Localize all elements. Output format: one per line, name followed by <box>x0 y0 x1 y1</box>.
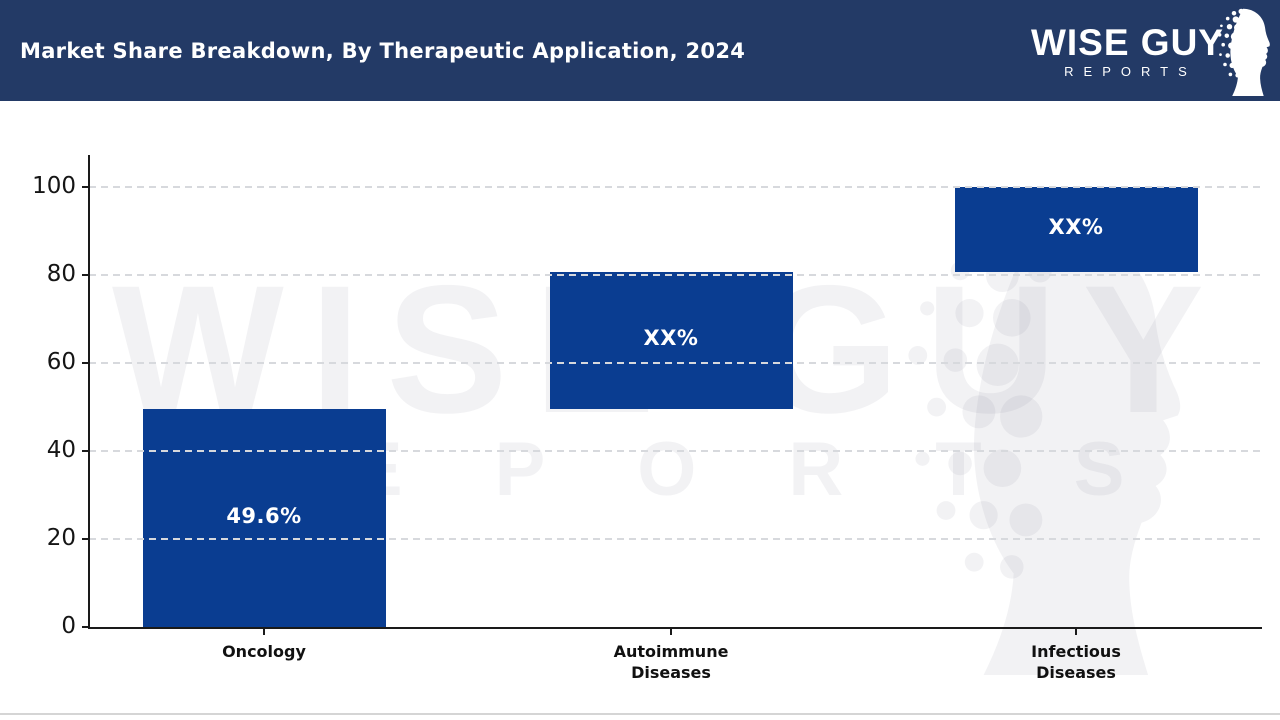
header-bar: Market Share Breakdown, By Therapeutic A… <box>0 0 1280 101</box>
y-tick-label: 40 <box>46 437 76 463</box>
y-tick <box>82 186 88 188</box>
gridline-40 <box>89 450 1262 452</box>
y-tick-label: 100 <box>32 173 76 199</box>
x-tick <box>263 629 265 635</box>
x-axis-line <box>88 627 1262 629</box>
bar-label-autoimmune-diseases: XX% <box>643 326 699 351</box>
logo-subtitle: REPORTS <box>1064 63 1197 79</box>
y-tick-label: 20 <box>46 525 76 551</box>
page-title: Market Share Breakdown, By Therapeutic A… <box>20 38 746 63</box>
bar-oncology <box>142 408 386 627</box>
logo-text: WISE GUY REPORTS <box>1031 24 1224 79</box>
y-tick <box>82 362 88 364</box>
y-tick <box>82 274 88 276</box>
y-tick-label: 80 <box>46 261 76 287</box>
bar-label-oncology: 49.6% <box>226 503 302 528</box>
bar-autoimmune-diseases <box>549 271 793 409</box>
plot-area: 0 20 40 60 80 100 49.6% XX% XX% Oncology Autoimmun… <box>0 101 1280 720</box>
logo: WISE GUY REPORTS <box>1031 5 1272 97</box>
x-category-label: Oncology <box>222 642 306 661</box>
logo-head-icon <box>1217 8 1270 96</box>
y-tick <box>82 538 88 540</box>
x-tick <box>670 629 672 635</box>
gridline-100 <box>89 186 1262 188</box>
gridline-60 <box>89 362 1262 364</box>
bar-label-infectious-diseases: XX% <box>1048 215 1104 240</box>
x-category-label: Infectious Diseases <box>1031 642 1121 682</box>
gridline-80 <box>89 274 1262 276</box>
y-axis-line <box>88 155 90 629</box>
y-tick-label: 60 <box>46 349 76 375</box>
x-category-label: Autoimmune Diseases <box>613 642 729 682</box>
y-tick <box>82 626 88 628</box>
bar-infectious-diseases <box>954 187 1198 272</box>
y-tick <box>82 450 88 452</box>
y-tick-label: 0 <box>61 613 76 639</box>
logo-wordmark: WISE GUY <box>1030 21 1224 63</box>
bottom-divider <box>0 713 1280 715</box>
gridline-20 <box>89 538 1262 540</box>
x-tick <box>1075 629 1077 635</box>
